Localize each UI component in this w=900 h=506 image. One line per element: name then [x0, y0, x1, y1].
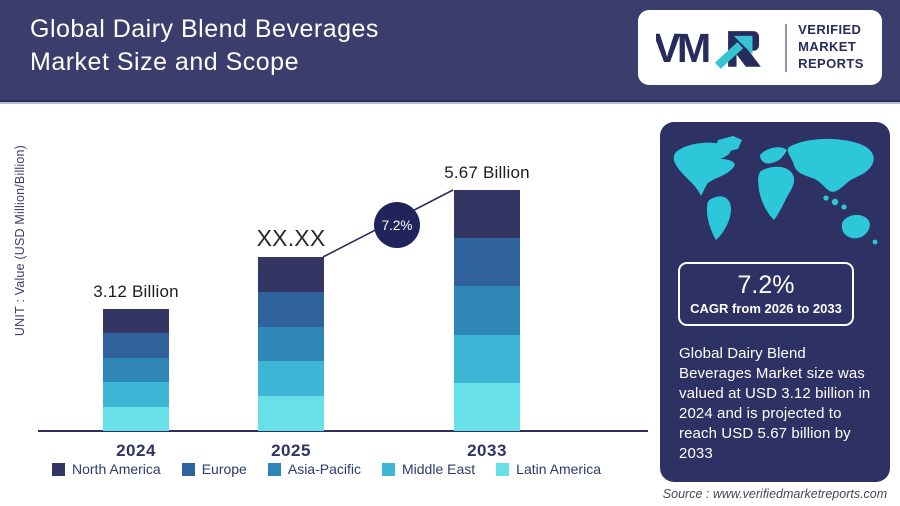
logo-word-verified: VERIFIED [798, 22, 862, 38]
legend-item-latin-america: Latin America [496, 461, 601, 477]
world-map-icon [668, 132, 882, 254]
bar-value-label-2025: XX.XX [256, 225, 326, 251]
legend-swatch-icon [52, 462, 65, 476]
logo-divider [785, 23, 788, 72]
bar-segment-north-america [258, 257, 324, 292]
bar-segment-north-america [454, 190, 520, 239]
stacked-bar-2033 [454, 190, 520, 432]
legend-item-north-america: North America [52, 461, 161, 477]
growth-rate-circle [374, 202, 420, 248]
stacked-bar-2024 [103, 309, 169, 432]
growth-rate-value: 7.2% [382, 218, 413, 233]
bar-segment-middle-east [258, 361, 324, 397]
legend-label: Middle East [402, 461, 476, 477]
legend-swatch-icon [382, 462, 395, 476]
cagr-badge: 7.2% CAGR from 2026 to 2033 [678, 262, 854, 326]
legend-item-middle-east: Middle East [382, 461, 475, 477]
market-summary-text: Global Dairy Blend Beverages Market size… [679, 345, 871, 462]
cagr-value: 7.2% [737, 271, 795, 300]
bar-segment-latin-america [258, 396, 324, 431]
page-title: Global Dairy Blend Beverages Market Size… [30, 13, 379, 78]
cagr-period-label: CAGR from 2026 to 2033 [690, 300, 842, 316]
x-axis-label-2024: 2024 [116, 441, 156, 460]
bar-segment-middle-east [103, 382, 169, 407]
y-axis-label: UNIT : Value (USD Million/Billion) [13, 144, 27, 337]
title-line-1: Global Dairy Blend Beverages [30, 15, 379, 43]
source-attribution: Source : www.verifiedmarketreports.com [662, 487, 888, 501]
vmr-logo-mark-icon: VM [656, 26, 762, 70]
bar-segment-latin-america [103, 406, 169, 432]
bar-segment-asia-pacific [454, 286, 520, 335]
legend-swatch-icon [496, 462, 510, 476]
legend-item-asia-pacific: Asia-Pacific [267, 461, 361, 477]
bar-segment-middle-east [454, 334, 520, 383]
bar-value-label-2024: 3.12 Billion [93, 282, 179, 301]
legend-label: Latin America [516, 461, 601, 477]
chart-legend: North America Europe Asia-Pacific Middle Ea… [52, 461, 601, 477]
bar-segment-europe [103, 333, 169, 358]
logo-wordmark: VERIFIED MARKET REPORTS [798, 22, 864, 73]
vmr-logo: VM VERIFIED MARKET REPORTS [638, 10, 882, 85]
logo-word-market: MARKET [798, 39, 857, 55]
x-axis-line [38, 430, 648, 432]
legend-swatch-icon [267, 462, 281, 476]
bar-segment-europe [454, 238, 520, 287]
x-axis-label-2025: 2025 [271, 441, 311, 460]
legend-label: North America [72, 461, 161, 477]
bar-segment-europe [258, 291, 324, 327]
bar-segment-latin-america [454, 382, 520, 432]
title-line-2: Market Size and Scope [30, 47, 299, 76]
bar-value-label-2033: 5.67 Billion [444, 163, 530, 182]
x-axis-label-2033: 2033 [467, 441, 507, 460]
legend-item-europe: Europe [181, 461, 247, 477]
bar-segment-north-america [103, 309, 169, 334]
legend-label: Asia-Pacific [287, 461, 361, 477]
legend-swatch-icon [181, 462, 195, 476]
svg-text:VM: VM [656, 26, 709, 70]
summary-sidebar: 7.2% CAGR from 2026 to 2033 Global Dairy… [660, 122, 890, 482]
legend-label: Europe [201, 461, 247, 477]
stacked-bar-2025 [258, 257, 324, 431]
header-band: Global Dairy Blend Beverages Market Size… [0, 0, 900, 104]
logo-word-reports: REPORTS [798, 55, 864, 71]
bar-segment-asia-pacific [258, 326, 324, 362]
bar-segment-asia-pacific [103, 357, 169, 383]
